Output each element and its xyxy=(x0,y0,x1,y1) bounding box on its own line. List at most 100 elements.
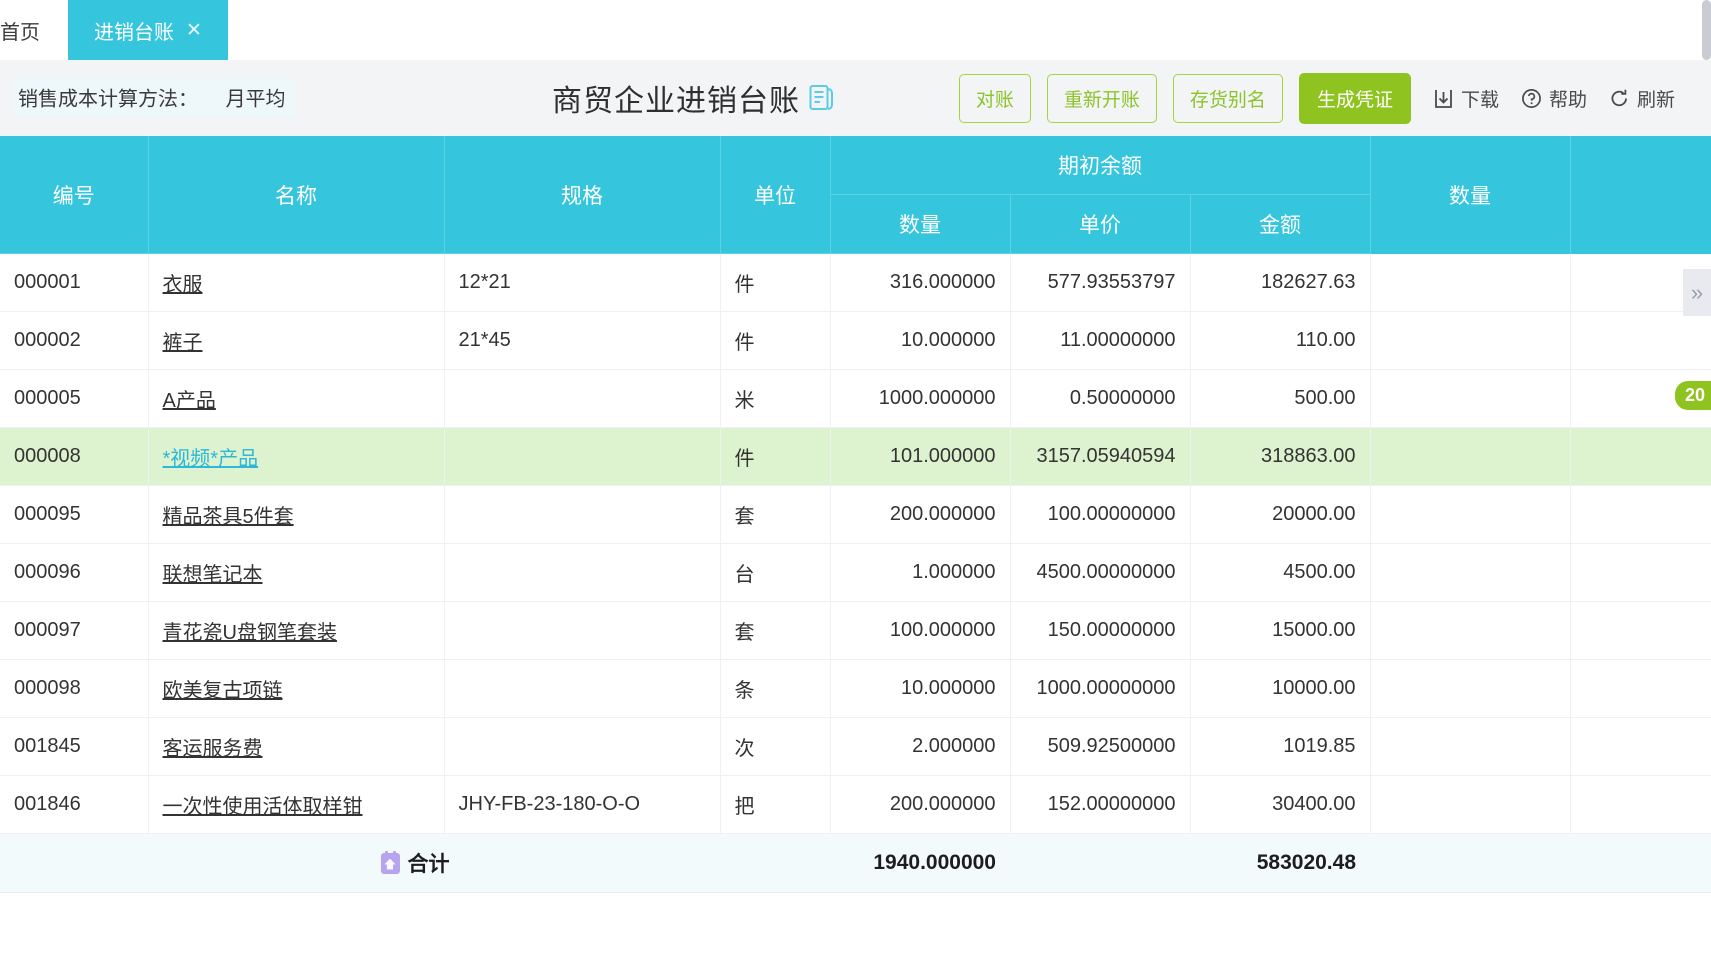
item-name-link[interactable]: 一次性使用活体取样钳 xyxy=(162,796,363,818)
expand-columns-icon[interactable]: » xyxy=(1683,269,1711,316)
cell-unit: 件 xyxy=(720,253,831,312)
refresh-icon xyxy=(1609,88,1630,109)
side-badge[interactable]: 20 xyxy=(1674,381,1711,410)
cell-name[interactable]: 青花瓷U盘钢笔套装 xyxy=(148,601,445,660)
th-spec[interactable]: 规格 xyxy=(444,136,721,254)
cell-opening-amount: 318863.00 xyxy=(1190,427,1371,486)
th-group-opening-balance: 期初余额 xyxy=(830,136,1371,195)
cell-name[interactable]: 一次性使用活体取样钳 xyxy=(148,775,445,834)
cell-next-qty xyxy=(1370,485,1571,544)
cell-overflow xyxy=(1570,775,1711,834)
cell-name[interactable]: 裤子 xyxy=(148,311,445,370)
refresh-action[interactable]: 刷新 xyxy=(1609,85,1675,112)
th-unit[interactable]: 单位 xyxy=(720,136,831,254)
cell-opening-amount: 182627.63 xyxy=(1190,253,1371,312)
total-opening-qty: 1940.000000 xyxy=(830,833,1010,893)
cell-next-qty xyxy=(1370,311,1571,370)
cell-overflow xyxy=(1570,427,1711,486)
table-row[interactable]: 000005 A产品 米 1000.000000 0.50000000 500.00 xyxy=(0,369,1711,428)
page-title-row: 商贸企业进销台账 xyxy=(552,76,835,120)
cell-name[interactable]: 欧美复古项链 xyxy=(148,659,445,718)
table-row[interactable]: 000097 青花瓷U盘钢笔套装 套 100.000000 150.00000000 15… xyxy=(0,601,1711,660)
cell-next-qty xyxy=(1370,543,1571,602)
cell-unit: 套 xyxy=(720,485,831,544)
cell-name[interactable]: 联想笔记本 xyxy=(148,543,445,602)
cell-overflow xyxy=(1570,601,1711,660)
cost-method-display: 销售成本计算方法： 月平均 xyxy=(14,78,296,118)
reopen-account-button[interactable]: 重新开账 xyxy=(1046,73,1157,123)
th-opening-amount[interactable]: 金额 xyxy=(1190,194,1371,254)
download-action[interactable]: 下载 xyxy=(1433,85,1499,112)
calculator-icon xyxy=(380,850,400,874)
th-opening-qty[interactable]: 数量 xyxy=(830,194,1011,254)
help-action[interactable]: 帮助 xyxy=(1521,85,1587,112)
cell-overflow xyxy=(1570,659,1711,718)
close-icon[interactable]: ✕ xyxy=(186,19,202,41)
item-name-link[interactable]: 衣服 xyxy=(162,274,203,296)
ledger-table-container[interactable]: 编号 名称 规格 单位 期初余额 数量 数量 单价 金额 000001 衣服 12*… xyxy=(0,136,1711,972)
th-name[interactable]: 名称 xyxy=(148,136,445,254)
item-name-link[interactable]: 客运服务费 xyxy=(162,738,263,760)
table-total-row: 合计 1940.000000 583020.48 xyxy=(0,833,1711,893)
tab-purchase-sales-ledger-label: 进销台账 xyxy=(94,21,174,44)
cell-code: 000005 xyxy=(0,369,149,428)
item-name-link[interactable]: 联想笔记本 xyxy=(162,564,263,586)
item-name-link[interactable]: 裤子 xyxy=(162,332,203,354)
page-title: 商贸企业进销台账 xyxy=(552,85,800,118)
item-name-link[interactable]: 精品茶具5件套 xyxy=(162,506,294,528)
cell-opening-qty: 200.000000 xyxy=(830,775,1011,834)
cell-name[interactable]: A产品 xyxy=(148,369,445,428)
cell-opening-price: 100.00000000 xyxy=(1010,485,1191,544)
cell-opening-qty: 10.000000 xyxy=(830,659,1011,718)
cell-next-qty xyxy=(1370,775,1571,834)
cell-name[interactable]: 精品茶具5件套 xyxy=(148,485,445,544)
inventory-alias-button[interactable]: 存货别名 xyxy=(1172,73,1283,123)
cell-unit: 件 xyxy=(720,311,831,370)
cell-overflow xyxy=(1570,311,1711,370)
cell-name[interactable]: 客运服务费 xyxy=(148,717,445,776)
cell-name[interactable]: *视频*产品 xyxy=(148,427,445,486)
table-row[interactable]: 000096 联想笔记本 台 1.000000 4500.00000000 4500.00 xyxy=(0,543,1711,602)
reconcile-button[interactable]: 对账 xyxy=(958,73,1031,123)
th-code[interactable]: 编号 xyxy=(0,136,149,254)
cell-unit: 次 xyxy=(720,717,831,776)
vertical-scrollbar-thumb[interactable] xyxy=(1702,0,1711,60)
ledger-table-head: 编号 名称 规格 单位 期初余额 数量 数量 单价 金额 xyxy=(0,136,1711,254)
total-next-qty xyxy=(1370,833,1571,893)
th-opening-price[interactable]: 单价 xyxy=(1010,194,1191,254)
cell-spec xyxy=(444,427,721,486)
tab-home[interactable]: 首页 xyxy=(0,0,68,60)
cell-opening-price: 152.00000000 xyxy=(1010,775,1191,834)
cell-spec: 21*45 xyxy=(444,311,721,370)
table-row[interactable]: 001845 客运服务费 次 2.000000 509.92500000 1019.85 xyxy=(0,717,1711,776)
item-name-link[interactable]: 欧美复古项链 xyxy=(162,680,283,702)
cell-code: 000008 xyxy=(0,427,149,486)
cell-code: 000001 xyxy=(0,253,149,312)
cell-opening-amount: 10000.00 xyxy=(1190,659,1371,718)
document-icon[interactable] xyxy=(809,84,835,112)
cell-unit: 件 xyxy=(720,427,831,486)
cell-code: 000096 xyxy=(0,543,149,602)
cell-name[interactable]: 衣服 xyxy=(148,253,445,312)
cell-opening-amount: 20000.00 xyxy=(1190,485,1371,544)
table-row[interactable]: 001846 一次性使用活体取样钳 JHY-FB-23-180-O-O 把 200.00… xyxy=(0,775,1711,834)
cell-opening-amount: 110.00 xyxy=(1190,311,1371,370)
cell-overflow xyxy=(1570,543,1711,602)
table-row[interactable]: 000008 *视频*产品 件 101.000000 3157.05940594 3188… xyxy=(0,427,1711,486)
table-row[interactable]: 000098 欧美复古项链 条 10.000000 1000.00000000 10000… xyxy=(0,659,1711,718)
cell-unit: 把 xyxy=(720,775,831,834)
item-name-link[interactable]: A产品 xyxy=(162,390,216,412)
th-qty-next-group[interactable]: 数量 xyxy=(1370,136,1571,254)
item-name-link[interactable]: 青花瓷U盘钢笔套装 xyxy=(162,622,337,644)
generate-voucher-button[interactable]: 生成凭证 xyxy=(1298,72,1411,124)
cell-unit: 米 xyxy=(720,369,831,428)
table-row[interactable]: 000002 裤子 21*45 件 10.000000 11.00000000 110.00 xyxy=(0,311,1711,370)
total-opening-price xyxy=(1010,833,1190,893)
cell-spec xyxy=(444,543,721,602)
table-row[interactable]: 000095 精品茶具5件套 套 200.000000 100.00000000 2000… xyxy=(0,485,1711,544)
table-row[interactable]: 000001 衣服 12*21 件 316.000000 577.93553797 1826… xyxy=(0,253,1711,312)
cell-spec xyxy=(444,717,721,776)
item-name-link[interactable]: *视频*产品 xyxy=(162,448,259,470)
cell-opening-qty: 101.000000 xyxy=(830,427,1011,486)
tab-purchase-sales-ledger[interactable]: 进销台账 ✕ xyxy=(68,0,228,60)
